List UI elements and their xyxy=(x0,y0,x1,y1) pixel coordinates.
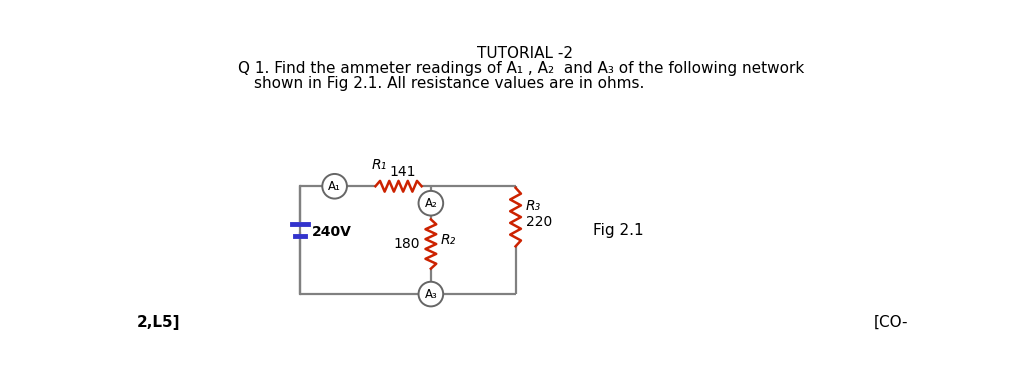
Text: shown in Fig 2.1. All resistance values are in ohms.: shown in Fig 2.1. All resistance values … xyxy=(254,76,644,91)
Text: 220: 220 xyxy=(525,215,552,229)
Text: TUTORIAL -2: TUTORIAL -2 xyxy=(477,46,572,61)
Text: R₂: R₂ xyxy=(441,233,456,247)
Circle shape xyxy=(323,174,347,198)
Circle shape xyxy=(419,191,443,215)
Text: A₃: A₃ xyxy=(425,288,437,301)
Text: R₃: R₃ xyxy=(525,199,541,213)
Text: [CO-: [CO- xyxy=(873,315,908,330)
Text: Fig 2.1: Fig 2.1 xyxy=(593,223,643,238)
Text: R₁: R₁ xyxy=(372,158,387,172)
Text: A₁: A₁ xyxy=(328,180,341,193)
Text: Q 1. Find the ammeter readings of A₁ , A₂  and A₃ of the following network: Q 1. Find the ammeter readings of A₁ , A… xyxy=(239,61,805,76)
Circle shape xyxy=(419,282,443,307)
Text: 240V: 240V xyxy=(312,225,352,239)
Text: A₂: A₂ xyxy=(425,197,437,210)
Text: 180: 180 xyxy=(393,237,420,251)
Text: 141: 141 xyxy=(389,164,416,178)
Text: 2,L5]: 2,L5] xyxy=(137,315,180,330)
